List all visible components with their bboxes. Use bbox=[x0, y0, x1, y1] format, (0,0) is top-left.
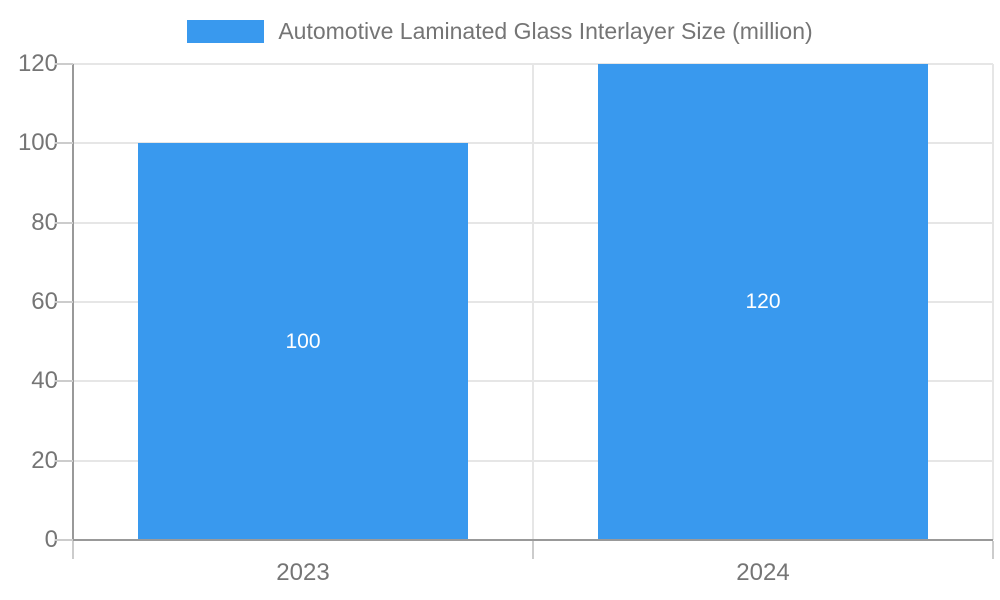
y-axis-tick-label: 20 bbox=[31, 446, 58, 474]
bar-value-label: 120 bbox=[745, 290, 781, 313]
x-gridline bbox=[992, 64, 994, 540]
y-axis-line bbox=[72, 64, 74, 540]
x-axis-tick bbox=[532, 541, 534, 559]
y-axis-tick-label: 100 bbox=[17, 129, 58, 157]
plot-area: 100 120 bbox=[73, 63, 994, 540]
y-axis-tick bbox=[55, 142, 73, 145]
y-axis-tick-label: 0 bbox=[44, 526, 58, 553]
y-axis-tick-label: 120 bbox=[17, 50, 58, 77]
legend-swatch[interactable] bbox=[187, 19, 265, 43]
x-axis-tick bbox=[992, 541, 994, 559]
x-axis-tick-label: 2023 bbox=[276, 559, 330, 586]
bar-2024[interactable]: 120 bbox=[598, 64, 928, 540]
y-axis-tick bbox=[55, 539, 73, 541]
x-axis-tick-label: 2024 bbox=[736, 559, 790, 586]
y-axis-tick bbox=[55, 380, 73, 383]
legend[interactable]: Automotive Laminated Glass Interlayer Si… bbox=[0, 14, 1000, 48]
y-axis-tick bbox=[55, 63, 73, 65]
y-axis-tick-label: 80 bbox=[31, 208, 58, 236]
y-axis-tick-label: 40 bbox=[31, 367, 58, 395]
y-axis-tick-label: 60 bbox=[31, 288, 58, 315]
x-axis-tick bbox=[72, 541, 74, 559]
y-axis-tick bbox=[55, 301, 73, 303]
y-axis-tick bbox=[55, 221, 73, 224]
y-axis-tick bbox=[55, 459, 73, 462]
bar-value-label: 100 bbox=[285, 329, 321, 353]
bar-2023[interactable]: 100 bbox=[138, 143, 468, 540]
legend-label: Automotive Laminated Glass Interlayer Si… bbox=[278, 17, 813, 44]
x-axis-line bbox=[73, 539, 993, 541]
x-gridline bbox=[532, 64, 534, 540]
